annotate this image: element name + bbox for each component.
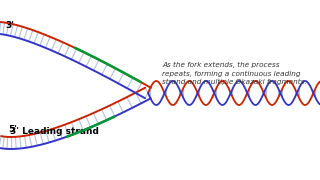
Text: 3': 3' <box>5 21 14 30</box>
Text: 3' Leading strand: 3' Leading strand <box>10 127 99 136</box>
Text: 5': 5' <box>8 125 17 134</box>
Text: As the fork extends, the process
repeats, forming a continuous leading
strand an: As the fork extends, the process repeats… <box>162 62 307 86</box>
